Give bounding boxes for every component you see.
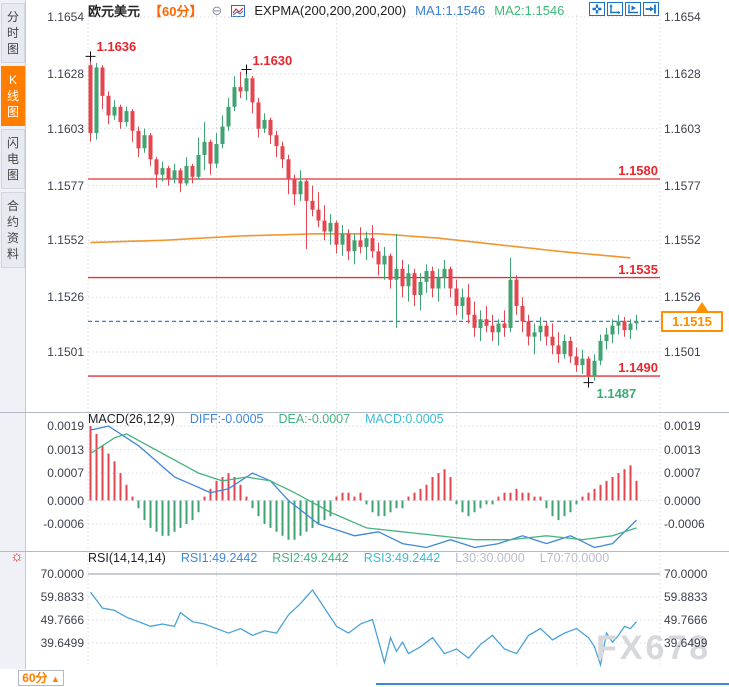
crosshair-icon[interactable]: [589, 2, 605, 16]
low-marker-cross: [583, 377, 594, 388]
y-axis-label: 1.1628: [664, 66, 701, 81]
sidebar-item-time-share-chart[interactable]: 分时图: [1, 3, 25, 63]
macd-histogram: [89, 426, 638, 540]
y-axis-label: 1.1552: [664, 233, 701, 248]
panel-separator: [0, 551, 729, 552]
go-to-latest-icon[interactable]: [643, 2, 659, 16]
sidebar: 分时图 K线图闪电图合约资料: [0, 0, 26, 669]
sidebar-item-contract-info[interactable]: 合约资料: [1, 192, 25, 268]
current-price-tag: 1.1515: [661, 311, 723, 332]
high-marker-cross: [241, 64, 252, 75]
price-level-label: 1.1580: [618, 163, 658, 179]
indicator-params-label: EXPMA(200,200,200,200): [254, 3, 407, 18]
y-axis-label: 1.1603: [664, 121, 701, 136]
y-axis-label: 0.0013: [664, 442, 701, 457]
ma1-value: MA1:1.1546: [415, 3, 486, 18]
rsi-l30-value: L30:30.0000: [455, 551, 525, 565]
y-axis-label: 0.0000: [47, 493, 84, 508]
y-axis-label: 70.0000: [664, 567, 708, 581]
y-axis-label: 1.1577: [47, 178, 84, 193]
rsi-header: RSI(14,14,14) RSI1:49.2442 RSI2:49.2442 …: [88, 552, 609, 565]
sidebar-item-label: 合约资料: [6, 199, 19, 261]
macd-title: MACD(26,12,9): [88, 412, 175, 426]
y-axis-label: 1.1552: [47, 233, 84, 248]
price-level-label: 1.1535: [618, 261, 658, 277]
chart-header: 欧元美元 【60分】 ⊖ EXPMA(200,200,200,200) MA1:…: [88, 2, 564, 19]
macd-diff-value: DIFF:-0.0005: [189, 412, 264, 426]
macd-dea-line: [90, 433, 637, 541]
auto-scroll-icon[interactable]: [625, 2, 641, 16]
y-axis-label: 0.0019: [664, 419, 701, 434]
macd-macd-value: MACD:0.0005: [365, 412, 444, 426]
symbol-name: 欧元美元: [88, 4, 141, 19]
bottom-bar: 60分 ▲ 03/2503/27: [0, 669, 729, 687]
low-price-annotation: 1.1487: [596, 385, 637, 401]
sidebar-item-label: 分时图: [6, 10, 19, 56]
y-axis-label: 1.1654: [664, 10, 701, 24]
rsi-l70-value: L70:70.0000: [539, 551, 610, 565]
y-axis-label: 49.7666: [40, 613, 84, 627]
timeframe-arrow-icon: ▲: [50, 674, 60, 684]
rsi-line: [89, 588, 637, 667]
macd-header: MACD(26,12,9) DIFF:-0.0005 DEA:-0.0007 M…: [88, 413, 444, 426]
ma2-value: MA2:1.1546: [494, 3, 565, 18]
macd-dea-value: DEA:-0.0007: [278, 412, 351, 426]
indicator-chart-icon: [231, 4, 246, 17]
chart-scrollbar[interactable]: [376, 683, 729, 685]
high-price-annotation: 1.1636: [96, 39, 137, 55]
y-axis-label: 1.1526: [664, 290, 701, 305]
y-axis-label: 59.8833: [40, 590, 84, 604]
y-axis-label: 0.0013: [47, 442, 84, 457]
macd-diff-line: [90, 425, 637, 549]
panel-separator: [0, 412, 729, 413]
y-axis-label: 1.1577: [664, 178, 701, 193]
high-marker-cross: [85, 51, 96, 62]
y-axis-label: 39.6499: [664, 636, 708, 650]
y-axis-label: 0.0007: [47, 466, 84, 481]
rsi-title: RSI(14,14,14): [88, 551, 166, 565]
sidebar-item-flash-chart[interactable]: 闪电图: [1, 129, 25, 189]
y-axis-label: 49.7666: [664, 613, 708, 627]
chart-toolbar: [589, 2, 659, 16]
y-axis-label: 1.1501: [664, 344, 701, 359]
y-axis-label: 59.8833: [664, 590, 708, 604]
indicator-settings-icon[interactable]: ☼: [10, 548, 24, 565]
high-price-annotation: 1.1630: [252, 52, 293, 68]
sidebar-item-kline-chart[interactable]: K线图: [1, 66, 25, 126]
y-axis-label: 1.1628: [47, 66, 84, 81]
y-axis-label: 1.1526: [47, 290, 84, 305]
y-axis-label: 1.1501: [47, 344, 84, 359]
watermark: FX678: [596, 629, 712, 667]
y-axis-label: -0.0006: [43, 517, 84, 531]
timeframe-selector[interactable]: 60分 ▲: [18, 670, 64, 686]
rsi3-value: RSI3:49.2442: [363, 551, 441, 565]
price-up-arrow-icon: [696, 302, 708, 311]
y-axis-label: -0.0006: [664, 517, 705, 531]
y-axis-label: 70.0000: [40, 567, 84, 581]
sidebar-item-label: 闪电图: [6, 136, 19, 182]
candlestick-series: [88, 56, 639, 383]
y-axis-label: 39.6499: [40, 636, 84, 650]
y-axis-label: 0.0007: [664, 466, 701, 481]
y-axis-label: 1.1603: [47, 121, 84, 136]
y-axis-label: 0.0019: [47, 419, 84, 434]
zoom-scale-icon[interactable]: [607, 2, 623, 16]
y-axis-label: 0.0000: [664, 493, 701, 508]
period-label[interactable]: 【60分】: [149, 4, 203, 19]
y-axis-label: 1.1654: [47, 10, 84, 24]
sidebar-item-label: K线图: [6, 73, 19, 119]
collapse-indicator-icon[interactable]: ⊖: [211, 3, 223, 18]
timeframe-label: 60分: [22, 671, 48, 685]
rsi2-value: RSI2:49.2442: [272, 551, 349, 565]
price-level-label: 1.1490: [618, 360, 658, 376]
rsi1-value: RSI1:49.2442: [180, 551, 258, 565]
